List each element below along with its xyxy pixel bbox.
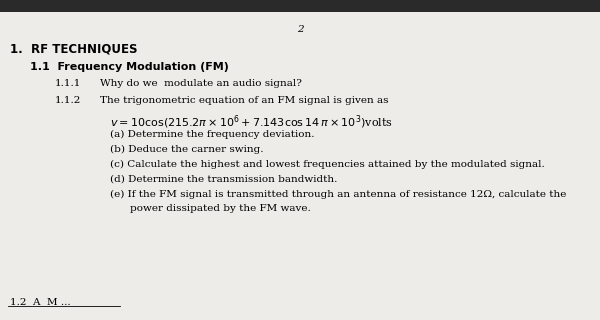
- Text: (c) Calculate the highest and lowest frequencies attained by the modulated signa: (c) Calculate the highest and lowest fre…: [110, 160, 545, 169]
- Text: 2: 2: [296, 25, 304, 34]
- Text: Why do we  modulate an audio signal?: Why do we modulate an audio signal?: [100, 79, 302, 88]
- Text: The trigonometric equation of an FM signal is given as: The trigonometric equation of an FM sign…: [100, 96, 389, 105]
- Text: (e) If the FM signal is transmitted through an antenna of resistance 12Ω, calcul: (e) If the FM signal is transmitted thro…: [110, 190, 566, 199]
- Text: 1.  RF TECHNIQUES: 1. RF TECHNIQUES: [10, 42, 137, 55]
- Text: 1.2  A  M ...: 1.2 A M ...: [10, 298, 71, 307]
- Text: 1.1  Frequency Modulation (FM): 1.1 Frequency Modulation (FM): [30, 62, 229, 72]
- Text: (d) Determine the transmission bandwidth.: (d) Determine the transmission bandwidth…: [110, 175, 337, 184]
- Text: 1.1.2: 1.1.2: [55, 96, 82, 105]
- Text: $v = 10\cos(215.2\pi \times 10^{6} + 7.143\cos 14\,\pi \times 10^{3})$volts: $v = 10\cos(215.2\pi \times 10^{6} + 7.1…: [110, 113, 393, 131]
- Text: (a) Determine the frequency deviation.: (a) Determine the frequency deviation.: [110, 130, 314, 139]
- Text: (b) Deduce the carner swing.: (b) Deduce the carner swing.: [110, 145, 263, 154]
- Bar: [0, 0, 600, 12]
- Text: power dissipated by the FM wave.: power dissipated by the FM wave.: [130, 204, 311, 213]
- Text: 1.1.1: 1.1.1: [55, 79, 82, 88]
